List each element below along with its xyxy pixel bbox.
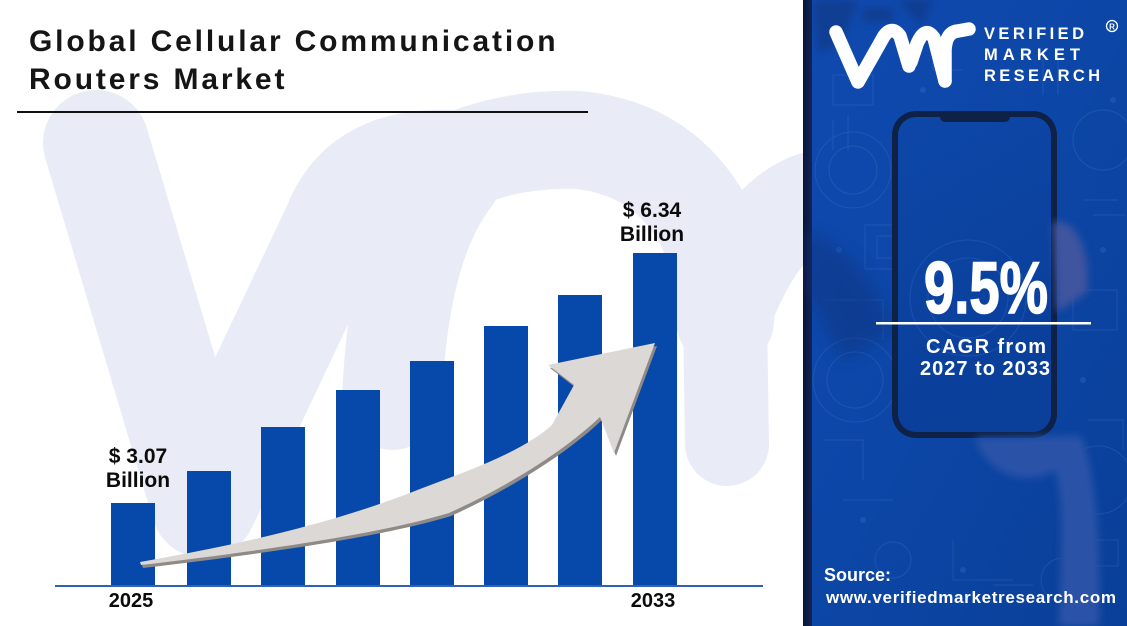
svg-text:R: R <box>1109 23 1115 32</box>
svg-text:Source:: Source: <box>824 565 891 585</box>
svg-text:2027 to 2033: 2027 to 2033 <box>920 358 1050 380</box>
svg-text:CAGR from: CAGR from <box>926 336 1046 358</box>
svg-text:9.5%: 9.5% <box>924 248 1048 329</box>
svg-text:RESEARCH: RESEARCH <box>984 67 1100 85</box>
svg-text:www.verifiedmarketresearch.com: www.verifiedmarketresearch.com <box>825 588 1116 607</box>
